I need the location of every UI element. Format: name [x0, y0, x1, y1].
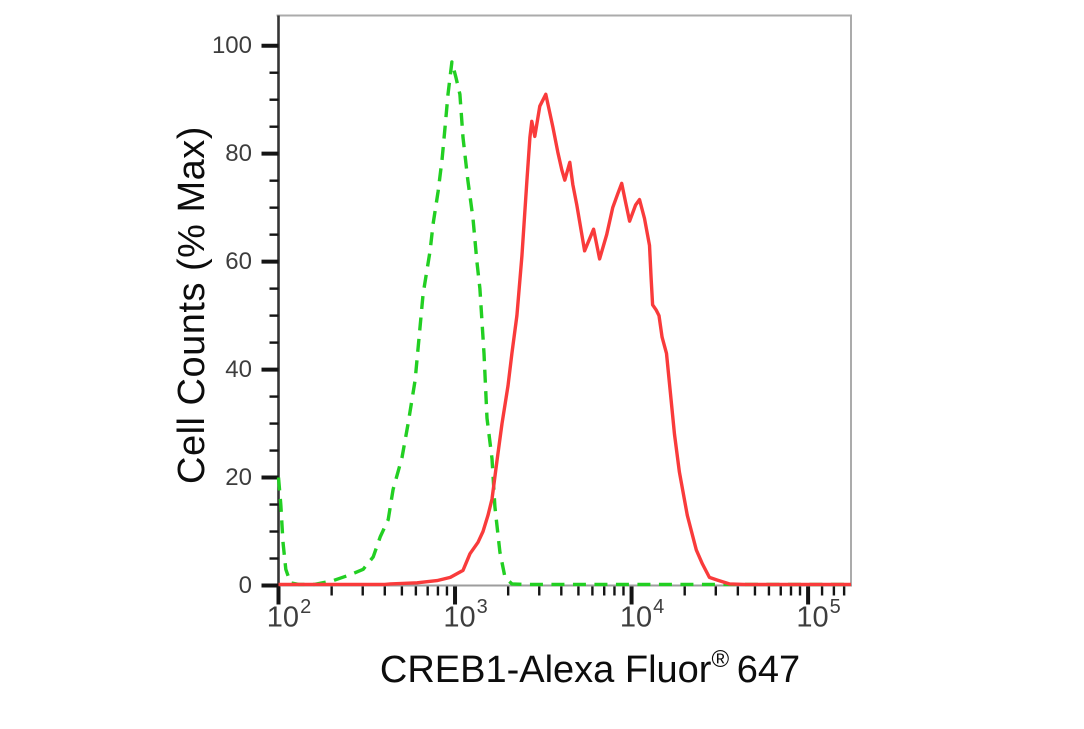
x-tick-label: 102 — [266, 596, 312, 634]
x-tick-label: 103 — [443, 596, 488, 634]
green-dashed-curve — [276, 60, 851, 587]
x-axis-title-number: 647 — [736, 649, 801, 691]
y-tick-label: 40 — [225, 355, 252, 383]
y-tick-label: 20 — [225, 463, 252, 491]
y-tick-label: 100 — [211, 31, 252, 59]
x-tick-label: 104 — [619, 596, 665, 634]
x-tick-label: 105 — [796, 596, 841, 634]
y-tick-label: 0 — [238, 571, 252, 599]
y-axis-title: Cell Counts (% Max) — [171, 126, 213, 484]
red-solid-curve — [278, 92, 851, 587]
registered-trademark-symbol: ® — [711, 646, 730, 673]
x-axis-title-text: CREB1-Alexa Fluor — [379, 649, 712, 691]
x-axis-title: CREB1-Alexa Fluor® 647 — [290, 646, 890, 695]
y-tick-label: 60 — [225, 247, 252, 275]
y-tick-label: 80 — [225, 139, 252, 167]
